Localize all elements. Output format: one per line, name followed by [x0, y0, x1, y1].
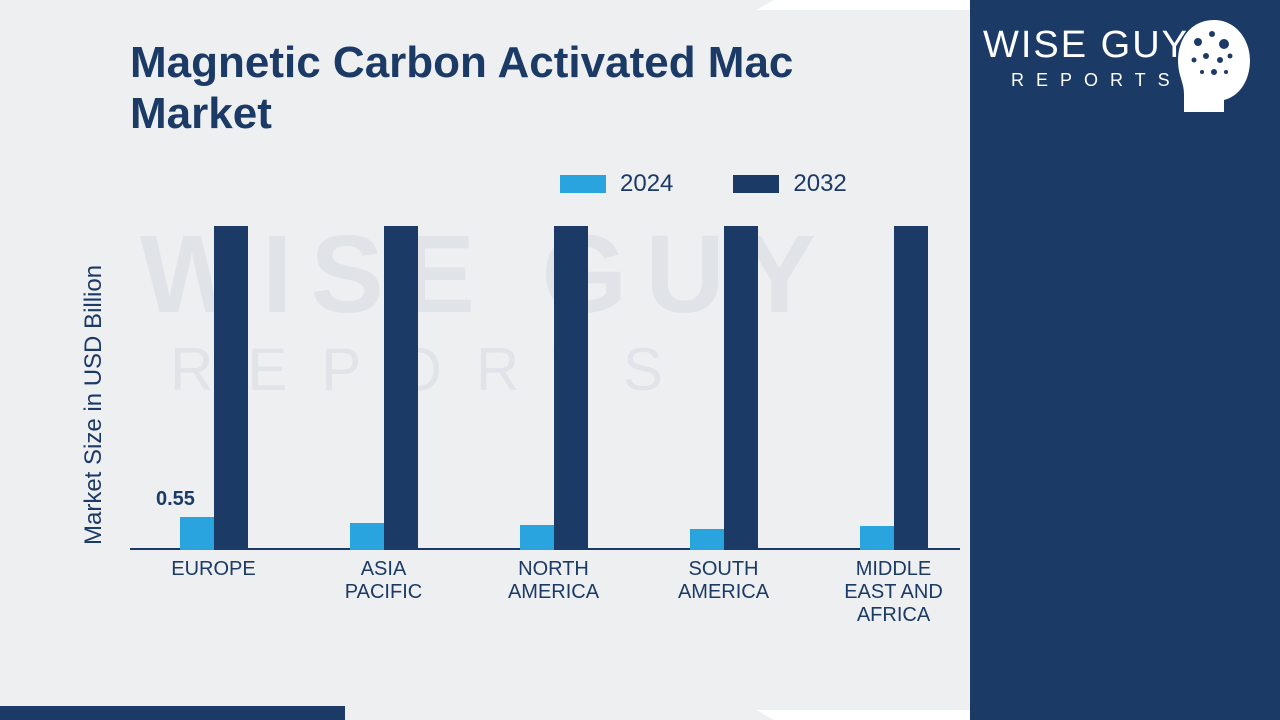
legend-item-2024: 2024	[560, 170, 673, 198]
x-axis-category-label: NORTH AMERICA	[490, 550, 617, 604]
bar-2032	[214, 226, 248, 550]
bar-2032	[724, 226, 758, 550]
bar-2024	[690, 529, 724, 550]
bar-2024	[520, 525, 554, 550]
chart-title: Magnetic Carbon Activated Mac Market	[130, 38, 830, 139]
bar-2024	[350, 523, 384, 550]
wiseguy-logo: WISE GUY REPORTS	[983, 22, 1258, 112]
bar-2024	[180, 517, 214, 550]
bottom-accent-bar	[0, 706, 345, 720]
legend-label-2032: 2032	[793, 170, 846, 198]
x-axis-category-label: ASIA PACIFIC	[320, 550, 447, 604]
legend-item-2032: 2032	[733, 170, 846, 198]
legend-label-2024: 2024	[620, 170, 673, 198]
x-axis-category-label: SOUTH AMERICA	[660, 550, 787, 604]
bar-2024	[860, 526, 894, 550]
bar-2032	[384, 226, 418, 550]
y-axis-label: Market Size in USD Billion	[80, 265, 108, 545]
chart-area: Magnetic Carbon Activated Mac Market WIS…	[10, 10, 970, 710]
legend: 2024 2032	[560, 170, 847, 198]
logo-line1: WISE GUY	[983, 24, 1189, 67]
legend-swatch-2024	[560, 175, 606, 193]
legend-swatch-2032	[733, 175, 779, 193]
plot-region: 0.55EUROPEASIA PACIFICNORTH AMERICASOUTH…	[130, 220, 960, 550]
x-axis-category-label: EUROPE	[150, 550, 277, 581]
x-axis-category-label: MIDDLE EAST AND AFRICA	[830, 550, 957, 627]
bar-2032	[894, 226, 928, 550]
logo-head-icon	[1170, 16, 1258, 116]
bar-value-label: 0.55	[156, 488, 195, 511]
logo-line2: REPORTS	[1011, 70, 1182, 91]
bar-2032	[554, 226, 588, 550]
